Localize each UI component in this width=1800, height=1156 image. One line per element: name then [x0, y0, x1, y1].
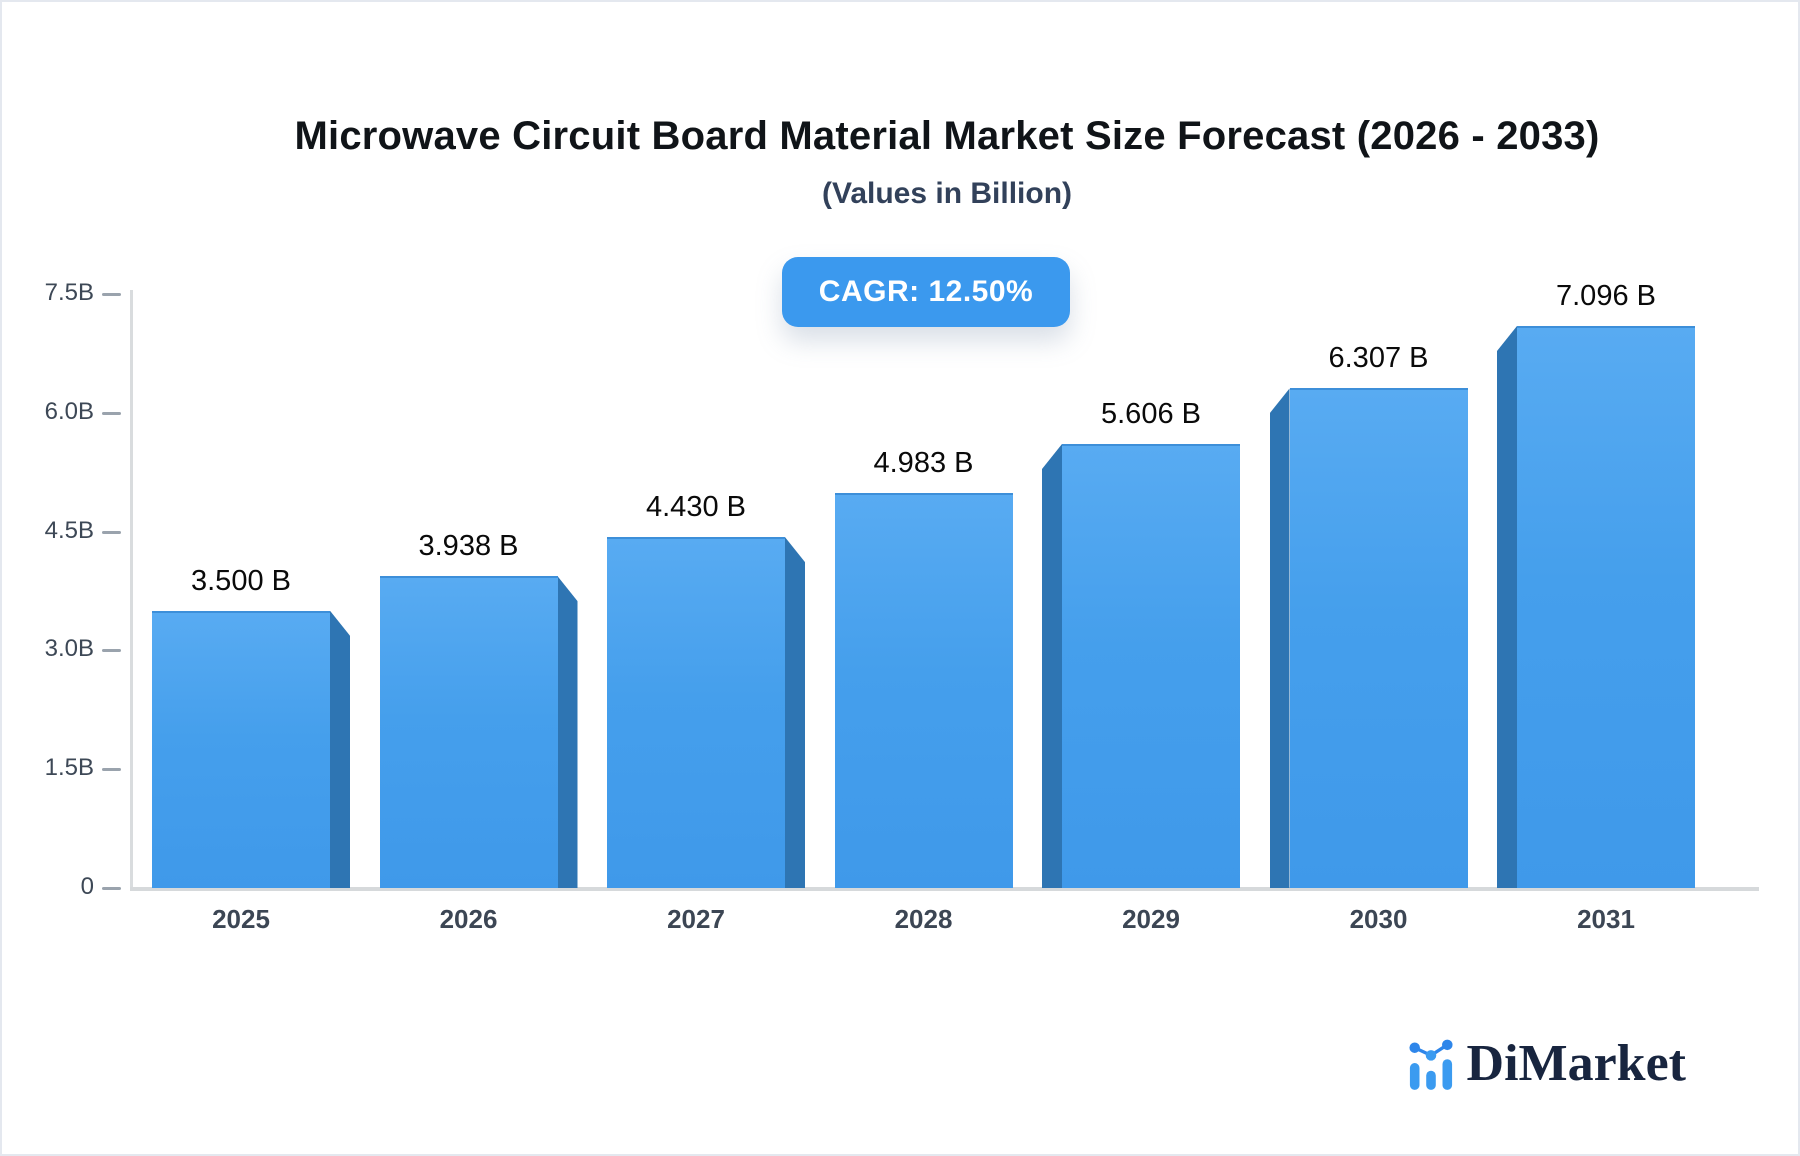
bar-face [607, 537, 785, 888]
bar-value-label: 6.307 B [1328, 342, 1429, 375]
x-tick-label: 2029 [1122, 904, 1180, 934]
y-tick-label: 4.5B [44, 516, 94, 544]
chart-header: Microwave Circuit Board Material Market … [132, 2, 1762, 211]
bar-face [1062, 444, 1240, 888]
y-tick-label: 0 [80, 873, 94, 900]
chart-title: Microwave Circuit Board Material Market … [294, 114, 1600, 158]
bar-side [785, 537, 805, 888]
y-tick-label: 1.5B [44, 754, 94, 782]
y-tick-label: 3.0B [44, 635, 94, 663]
bar [1042, 444, 1240, 888]
chart-subtitle: (Values in Billion) [821, 177, 1073, 210]
y-tick-dash [102, 293, 121, 296]
y-tick-dash [102, 887, 121, 890]
bar-value-label: 3.938 B [418, 530, 519, 563]
x-tick-label: 2028 [894, 904, 953, 934]
x-tick-label: 2025 [212, 904, 270, 934]
x-tick-label: 2030 [1349, 904, 1408, 934]
bar [607, 537, 805, 888]
cagr-badge: CAGR: 12.50% [782, 257, 1070, 327]
x-tick-label: 2027 [667, 904, 725, 934]
x-tick-label: 2031 [1577, 904, 1635, 934]
bar-side [330, 610, 350, 888]
y-tick-dash [102, 411, 121, 415]
y-tick-label: 7.5B [44, 279, 94, 306]
bar-side [1269, 388, 1290, 888]
x-tick-label: 2026 [439, 904, 498, 934]
bar-chart-logo-icon [1408, 1035, 1454, 1093]
brand-name: DiMarket [1466, 1035, 1686, 1092]
y-tick-label: 6.0B [44, 397, 94, 425]
bar-face [152, 610, 330, 888]
bar-face [379, 576, 558, 888]
bar-side [1042, 444, 1062, 888]
bar [379, 576, 578, 888]
bar [152, 610, 350, 888]
bar-value-label: 4.430 B [646, 491, 746, 524]
bar-face [834, 493, 1013, 888]
x-axis-line [130, 887, 1759, 891]
y-tick-dash [102, 649, 121, 653]
bar [1497, 325, 1695, 888]
bar-side [1497, 325, 1517, 888]
bar-value-label: 5.606 B [1101, 398, 1201, 430]
bar-value-label: 3.500 B [191, 564, 291, 597]
bar-value-label: 4.983 B [873, 447, 974, 480]
y-axis-line [130, 290, 133, 890]
bar [834, 493, 1013, 888]
bar [1269, 388, 1468, 888]
bar-face [1517, 325, 1695, 888]
bar-face [1289, 388, 1468, 888]
brand-logo: DiMarket [1408, 1034, 1686, 1093]
bar-side [557, 576, 578, 888]
y-tick-dash [102, 530, 121, 534]
y-tick-dash [102, 768, 121, 772]
bar-value-label: 7.096 B [1556, 279, 1656, 312]
